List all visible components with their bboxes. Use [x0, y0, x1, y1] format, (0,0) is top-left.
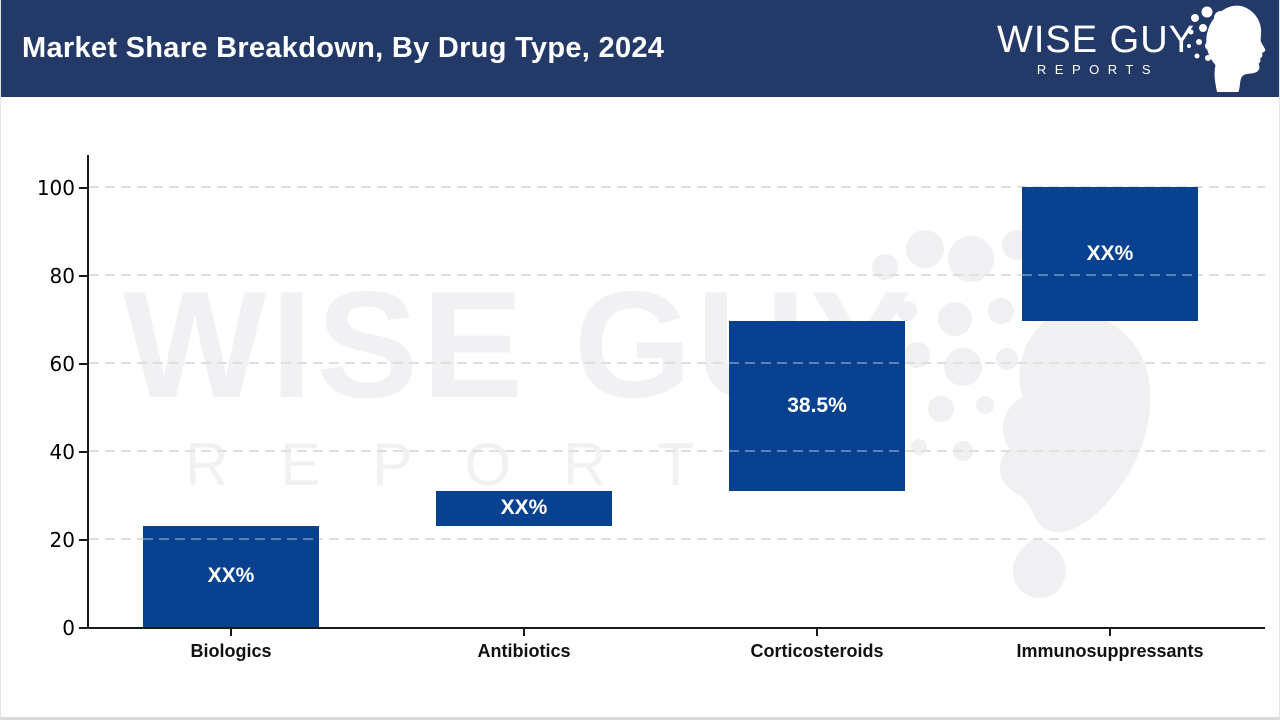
gridline-100 [89, 186, 1265, 188]
y-tick-label-0: 0 [62, 616, 75, 640]
y-tick-0 [79, 627, 87, 629]
y-tick-20 [79, 539, 87, 541]
bar-value-label-corticosteroids: 38.5% [787, 393, 847, 417]
bar-value-label-antibiotics: XX% [500, 496, 548, 520]
x-tick-immunosuppressants [1109, 629, 1111, 636]
logo-wordmark: WISE GUY REPORTS [997, 21, 1195, 77]
header: Market Share Breakdown, By Drug Type, 20… [1, 0, 1279, 97]
x-tick-corticosteroids [816, 629, 818, 636]
y-tick-label-20: 20 [49, 528, 75, 552]
watermark-line2: REPORTS [185, 431, 838, 498]
bar-biologics: XX% [143, 525, 319, 627]
chart-area: WISE GUY REPORTS XX% Biologics XX% Antibiot… [1, 97, 1279, 716]
bar-value-label-biologics: XX% [207, 564, 255, 588]
y-axis-line [87, 155, 89, 629]
bar-immunosuppressants: XX% [1022, 187, 1198, 322]
y-tick-100 [79, 187, 87, 189]
y-tick-label-80: 80 [49, 264, 75, 288]
bar-corticosteroids: 38.5% [729, 321, 905, 491]
y-tick-label-100: 100 [36, 176, 75, 200]
page-title: Market Share Breakdown, By Drug Type, 20… [22, 32, 665, 64]
gridline-over-bar-20 [143, 537, 319, 540]
gridline-over-bar-80 [1022, 274, 1198, 276]
y-tick-label-40: 40 [49, 440, 75, 464]
category-label-biologics: Biologics [190, 641, 272, 661]
y-tick-40 [79, 451, 87, 453]
category-label-immunosuppressants: Immunosuppressants [1016, 641, 1204, 661]
logo-line1: WISE GUY [996, 18, 1195, 61]
x-tick-biologics [230, 629, 232, 636]
gridline-over-bar-40 [729, 449, 905, 452]
bar-antibiotics: XX% [436, 490, 612, 526]
gridline-20 [89, 538, 1265, 540]
wise-guy-reports-logo: WISE GUY REPORTS [997, 4, 1267, 94]
x-tick-antibiotics [523, 629, 525, 636]
bar-value-label-immunosuppressants: XX% [1086, 242, 1134, 266]
logo-face-icon [1187, 5, 1266, 92]
gridline-60 [89, 362, 1265, 364]
gridline-40 [89, 450, 1265, 452]
category-label-corticosteroids: Corticosteroids [750, 641, 884, 661]
y-tick-80 [79, 275, 87, 277]
watermark-face-pattern [870, 230, 1151, 599]
category-label-antibiotics: Antibiotics [477, 641, 571, 661]
chart-plot: XX% Biologics XX% Antibiotics 38.5% Corticost… [1, 97, 1279, 716]
y-tick-60 [79, 363, 87, 365]
gridline-80 [89, 274, 1265, 276]
gridline-over-bar-60 [729, 361, 905, 364]
logo-line2: REPORTS [1036, 61, 1160, 77]
y-tick-label-60: 60 [49, 352, 75, 376]
x-axis-line [87, 627, 1265, 629]
